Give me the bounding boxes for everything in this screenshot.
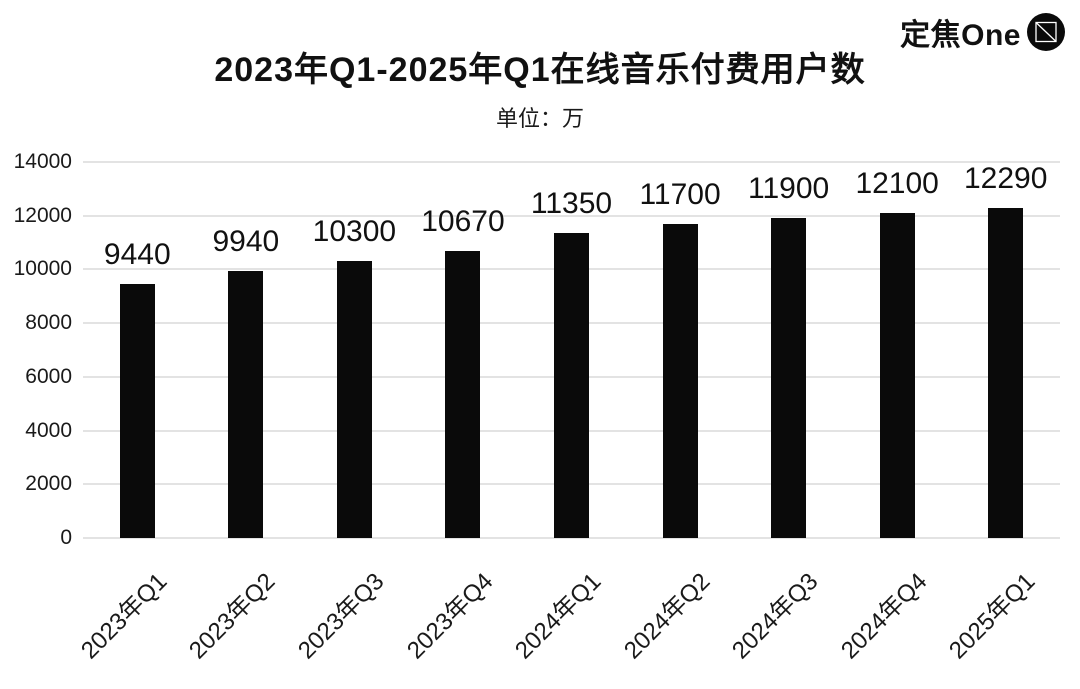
bar-value-label: 11350 <box>530 187 613 221</box>
chart-subtitle: 单位：万 <box>495 106 584 131</box>
bar <box>662 223 698 538</box>
y-axis-tick-label: 8000 <box>25 311 72 335</box>
bar-value-label: 9940 <box>212 225 280 259</box>
x-axis-tick-label-text: 2023年Q3 <box>292 567 390 665</box>
bar <box>445 251 481 538</box>
gridline <box>83 161 1060 163</box>
x-axis-tick-label-text: 2024年Q1 <box>510 567 607 665</box>
y-axis-tick-label: 0 <box>60 526 72 549</box>
bar <box>336 261 372 538</box>
x-axis-tick-label-text: 2024年Q3 <box>727 567 824 665</box>
x-axis-tick-label-text: 2023年Q4 <box>401 567 498 665</box>
y-axis-tick-label: 4000 <box>25 418 72 442</box>
y-axis-tick-label: 10000 <box>13 257 72 281</box>
bar <box>554 233 589 538</box>
bar-value-label: 12100 <box>855 167 939 201</box>
bar-value-label: 10300 <box>312 215 397 249</box>
bar-value-label: 11900 <box>748 172 830 206</box>
y-axis-tick-label: 2000 <box>25 472 72 496</box>
brand-logo-text: 定焦One <box>900 19 1021 52</box>
x-axis-tick-label-text: 2023年Q1 <box>75 567 173 665</box>
brand-logo: 定焦One <box>900 10 1066 54</box>
bar <box>119 284 155 538</box>
gridline <box>83 214 1060 217</box>
y-axis-tick-label: 6000 <box>25 364 72 388</box>
bar <box>988 207 1024 538</box>
bar-value-label: 9440 <box>103 238 171 272</box>
y-axis-tick-label: 14000 <box>13 150 72 173</box>
bar <box>228 271 264 538</box>
gridline <box>83 537 1060 539</box>
bar <box>771 218 807 538</box>
x-axis-tick-label-text: 2025年Q1 <box>944 567 1041 665</box>
x-axis-tick-label-text: 2024年Q4 <box>835 567 933 665</box>
bar-value-label: 12290 <box>964 161 1048 195</box>
chart-title: 2023年Q1-2025年Q1在线音乐付费用户数 <box>214 51 866 89</box>
bar-value-label: 11700 <box>639 177 721 211</box>
focus-frame-icon <box>1026 12 1066 52</box>
bar <box>879 213 915 538</box>
x-axis-tick-label-text: 2024年Q2 <box>618 567 716 665</box>
y-axis-tick-label: 12000 <box>13 203 72 227</box>
x-axis-tick-label-text: 2023年Q2 <box>184 567 281 665</box>
bar-value-label: 10670 <box>421 205 505 239</box>
